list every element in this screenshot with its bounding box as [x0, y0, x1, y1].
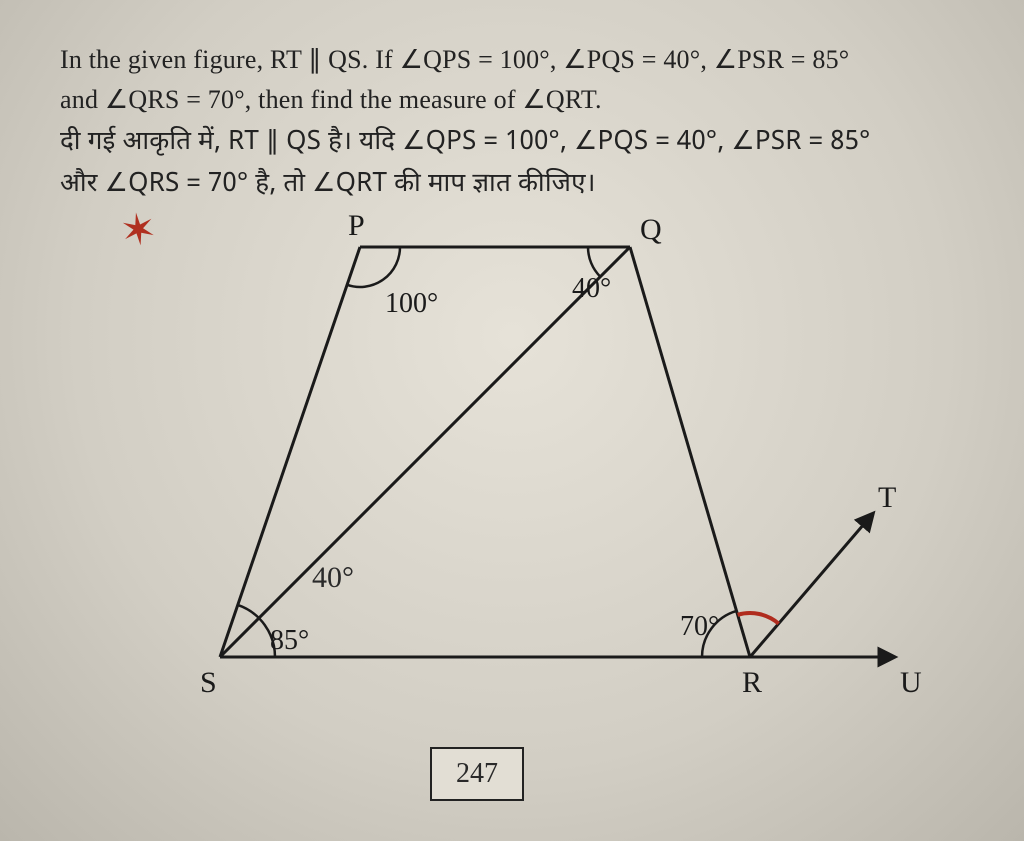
angle-qps: 100°	[385, 288, 438, 319]
geometry-figure: P Q S R U T 100° 40° 85° 70° 40°	[190, 217, 930, 777]
star-icon: ✶	[117, 203, 161, 259]
angle-pqs: 40°	[572, 273, 611, 304]
arc-qps	[347, 247, 400, 287]
handwritten-angle: 40°	[312, 561, 354, 594]
label-S: S	[200, 666, 217, 699]
ray-RT	[750, 517, 870, 657]
label-T: T	[878, 481, 896, 514]
edge-SP	[220, 247, 360, 657]
label-U: U	[900, 666, 922, 699]
problem-en-2: and ∠QRS = 70°, then find the measure of…	[60, 85, 602, 114]
problem-text: In the given figure, RT ∥ QS. If ∠QPS = …	[60, 40, 984, 205]
angle-qrs: 70°	[680, 611, 719, 642]
edge-QR	[630, 247, 750, 657]
label-Q: Q	[640, 213, 662, 246]
label-R: R	[742, 666, 762, 699]
arc-qrt	[738, 613, 779, 624]
problem-hi-2: और ∠QRS = 70° है, तो ∠QRT की माप ज्ञात क…	[60, 168, 596, 202]
figure-svg: P Q S R U T 100° 40° 85° 70° 40°	[190, 217, 930, 777]
problem-en-1: In the given figure, RT ∥ QS. If ∠QPS = …	[60, 45, 849, 74]
problem-hi-1: दी गई आकृति में, RT ∥ QS है। यदि ∠QPS = …	[60, 126, 870, 160]
angle-psr: 85°	[270, 625, 309, 656]
label-P: P	[348, 209, 365, 242]
page-number: 247	[430, 747, 524, 801]
page-number-value: 247	[456, 758, 498, 790]
